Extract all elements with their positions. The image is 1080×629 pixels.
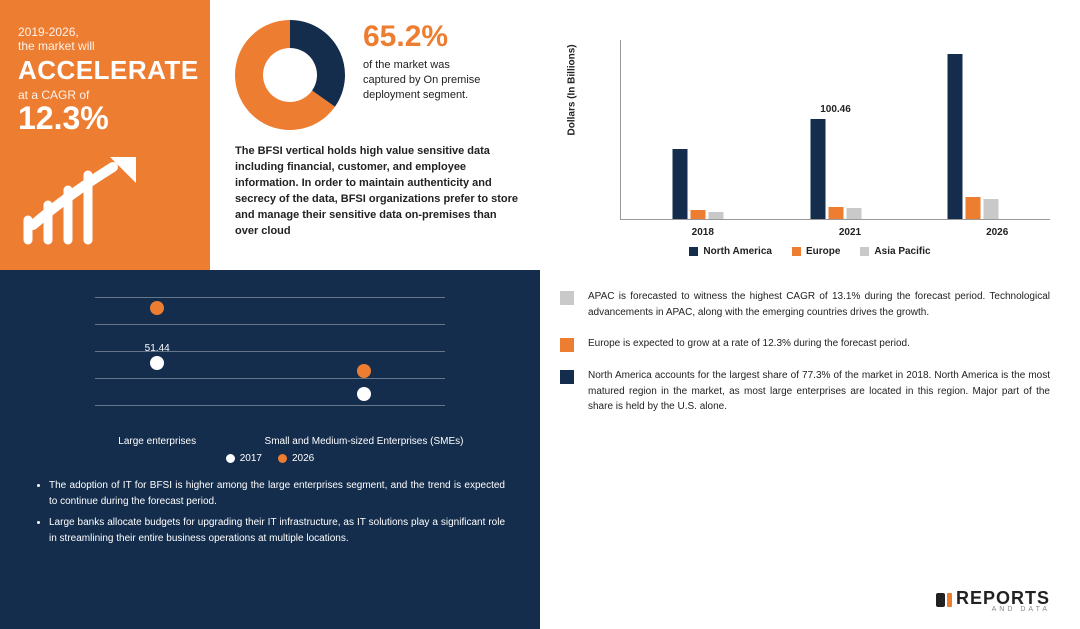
donut-desc: of the market was captured by On premise… [363,58,483,103]
bar [673,149,688,219]
donut-panel: 65.2% of the market was captured by On p… [210,0,540,270]
period-text: 2019-2026, [18,25,192,39]
region-note: Europe is expected to grow at a rate of … [560,336,1050,352]
note-swatch-icon [560,291,574,305]
bar-y-label: Dollars (In Billions) [567,44,578,135]
bar [947,54,962,219]
brand-logo: REPORTS AND DATA [560,588,1060,619]
note-text: Europe is expected to grow at a rate of … [588,336,910,352]
bar-group [810,119,861,219]
dot-chart-legend: 2017 2026 [35,453,505,466]
bar-group [947,54,998,219]
bfsi-paragraph: The BFSI vertical holds high value sensi… [235,144,518,240]
bar-x-tick: 2021 [839,227,861,238]
bar [691,210,706,219]
enterprise-panel: Large enterprises Small and Medium-sized … [0,270,540,629]
logo-icon [936,593,952,607]
bar-group [673,149,724,219]
growth-arrow-icon [18,155,148,255]
dot-category-label: Small and Medium-sized Enterprises (SMEs… [265,436,464,447]
note-swatch-icon [560,338,574,352]
dot-category-label: Large enterprises [118,436,196,447]
bar [846,208,861,219]
bullet-item: The adoption of IT for BFSI is higher am… [49,478,505,509]
region-note: APAC is forecasted to witness the highes… [560,289,1050,320]
legend-item: 2026 [278,453,314,464]
cagr-pct: 12.3% [18,100,192,137]
dot-chart: Large enterprises Small and Medium-sized … [35,292,505,447]
bar [965,197,980,219]
donut-pct: 65.2% [363,20,483,54]
bar [709,212,724,219]
accelerate-word: ACCELERATE [18,55,192,86]
region-notes: APAC is forecasted to witness the highes… [560,289,1060,431]
bar-x-tick: 2026 [986,227,1008,238]
region-bar-chart: Dollars (In Billions) 100.46 20182021202… [600,40,1060,260]
bar [828,207,843,219]
pre-text: the market will [18,39,192,53]
note-swatch-icon [560,370,574,384]
legend-item: 2017 [226,453,262,464]
bar [983,199,998,219]
dot-point [150,301,164,315]
donut-chart [235,20,345,130]
dot-value-label: 51.44 [145,343,170,354]
note-text: APAC is forecasted to witness the highes… [588,289,1050,320]
note-text: North America accounts for the largest s… [588,368,1050,415]
region-note: North America accounts for the largest s… [560,368,1050,415]
dot-point [357,387,371,401]
bar-value-label: 100.46 [820,104,851,115]
bar-x-tick: 2018 [692,227,714,238]
bar [810,119,825,219]
accelerate-panel: 2019-2026, the market will ACCELERATE at… [0,0,210,270]
mid-text: at a CAGR of [18,88,192,102]
bullet-item: Large banks allocate budgets for upgradi… [49,515,505,546]
dot-point [150,356,164,370]
enterprise-bullets: The adoption of IT for BFSI is higher am… [35,478,505,552]
dot-point [357,364,371,378]
logo-main: REPORTS [956,588,1050,608]
